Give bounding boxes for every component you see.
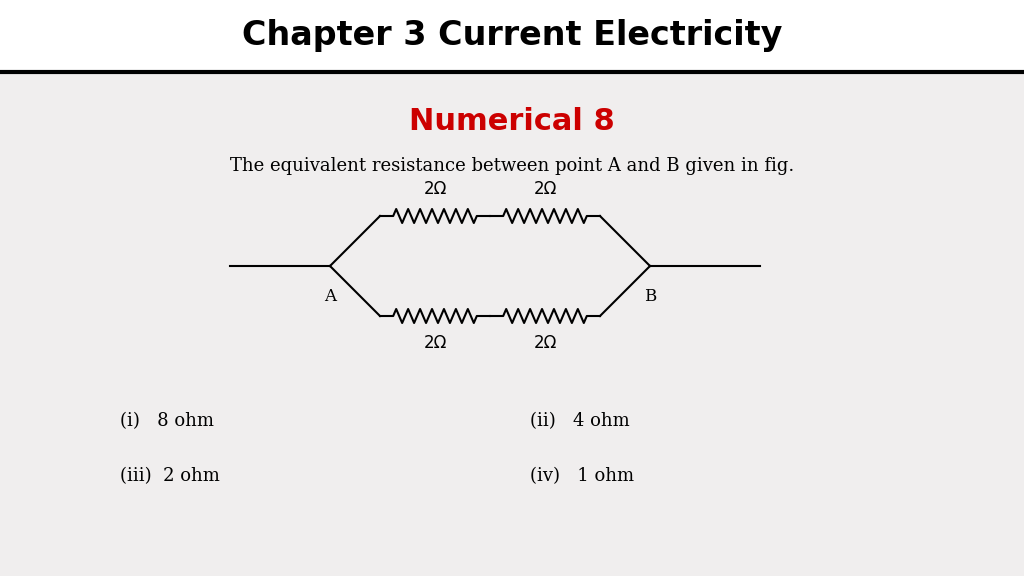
Text: Numerical 8: Numerical 8 bbox=[410, 107, 614, 135]
Text: (iv)   1 ohm: (iv) 1 ohm bbox=[530, 467, 634, 485]
Text: 2Ω: 2Ω bbox=[534, 334, 557, 352]
Text: 2Ω: 2Ω bbox=[423, 334, 446, 352]
Text: (i)   8 ohm: (i) 8 ohm bbox=[120, 412, 214, 430]
Text: (ii)   4 ohm: (ii) 4 ohm bbox=[530, 412, 630, 430]
Text: (iii)  2 ohm: (iii) 2 ohm bbox=[120, 467, 220, 485]
Text: 2Ω: 2Ω bbox=[423, 180, 446, 198]
Text: 2Ω: 2Ω bbox=[534, 180, 557, 198]
Text: A: A bbox=[324, 288, 336, 305]
Text: Chapter 3 Current Electricity: Chapter 3 Current Electricity bbox=[242, 20, 782, 52]
Text: B: B bbox=[644, 288, 656, 305]
Bar bbox=[0, 0, 1024, 72]
Text: The equivalent resistance between point A and B given in fig.: The equivalent resistance between point … bbox=[229, 157, 795, 175]
